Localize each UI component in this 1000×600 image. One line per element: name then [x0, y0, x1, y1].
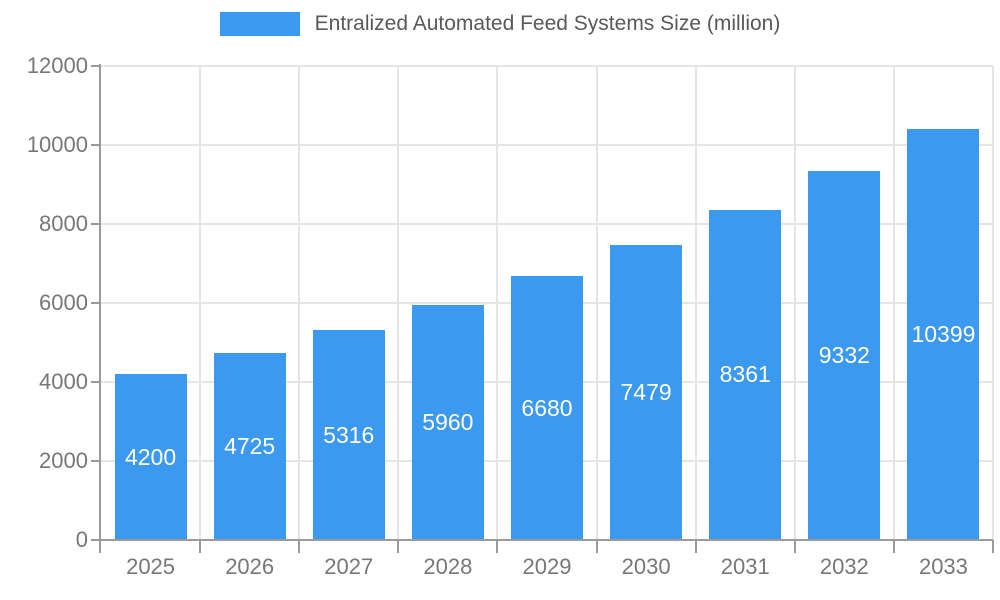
y-tick-mark [91, 302, 99, 304]
y-tick-label: 2000 [39, 448, 88, 473]
bar-value-label: 8361 [719, 361, 771, 388]
gridline [199, 66, 202, 540]
y-tick-mark [91, 144, 99, 146]
y-tick-label: 10000 [26, 132, 88, 157]
x-tick-label: 2025 [126, 554, 176, 579]
gridline [595, 66, 598, 540]
x-tick-label: 2027 [324, 554, 374, 579]
bar: 5960 [411, 304, 484, 540]
gridline [298, 66, 301, 540]
y-axis-line [99, 64, 101, 553]
y-tick-label: 6000 [39, 290, 88, 315]
bar-value-label: 9332 [818, 342, 870, 369]
bar: 8361 [709, 209, 782, 540]
bar: 7479 [610, 244, 683, 540]
bar-value-label: 4725 [224, 433, 276, 460]
x-tick-label: 2031 [720, 554, 770, 579]
plot-area: 4200 4725 5316 5960 6680 7479 8361 9332 10399 0 2… [27, 53, 994, 579]
x-tick-label: 2032 [819, 554, 869, 579]
bar: 4725 [213, 353, 286, 540]
bar-value-label: 5316 [323, 421, 375, 448]
x-tick-mark [793, 540, 796, 553]
x-tick-label: 2028 [423, 554, 473, 579]
gridline [496, 66, 499, 540]
y-tick-mark [91, 539, 99, 541]
gridline [992, 66, 994, 540]
bar-value-label: 4200 [124, 443, 177, 470]
x-tick-mark [496, 540, 499, 553]
gridline [101, 223, 993, 225]
legend-swatch [219, 12, 300, 36]
gridline [694, 66, 697, 540]
y-tick-label: 4000 [39, 369, 88, 394]
bar-value-label: 10399 [911, 321, 976, 348]
legend-label: Entralized Automated Feed Systems Size (… [314, 12, 781, 35]
y-tick-label: 8000 [39, 211, 88, 236]
gridline [793, 66, 796, 540]
legend: Entralized Automated Feed Systems Size (… [0, 12, 1000, 36]
x-tick-mark [199, 540, 202, 553]
x-tick-label: 2026 [225, 554, 275, 579]
x-tick-mark [397, 540, 400, 553]
bar-value-label: 6680 [521, 394, 573, 421]
x-tick-mark [694, 540, 697, 553]
y-tick-label: 0 [75, 527, 88, 552]
x-tick-mark [595, 540, 598, 553]
bar: 10399 [907, 129, 980, 540]
x-tick-label: 2030 [621, 554, 671, 579]
gridline [397, 66, 400, 540]
y-tick-mark [91, 381, 99, 383]
bar-value-label: 7479 [620, 378, 672, 405]
gridline [892, 66, 895, 540]
bar: 4200 [114, 374, 187, 540]
x-tick-mark [892, 540, 895, 553]
y-tick-label: 12000 [26, 53, 88, 78]
x-tick-label: 2029 [522, 554, 572, 579]
x-axis-line [93, 539, 993, 541]
gridline [101, 65, 993, 67]
y-tick-mark [91, 223, 99, 225]
bar: 6680 [511, 276, 583, 540]
y-tick-mark [91, 65, 99, 67]
x-tick-label: 2033 [918, 554, 968, 579]
y-tick-mark [91, 460, 99, 462]
x-tick-mark [992, 540, 994, 553]
x-tick-mark [298, 540, 301, 553]
bar: 9332 [808, 171, 881, 540]
bar-value-label: 5960 [422, 408, 474, 435]
gridline [101, 144, 993, 146]
bar: 5316 [312, 330, 385, 540]
